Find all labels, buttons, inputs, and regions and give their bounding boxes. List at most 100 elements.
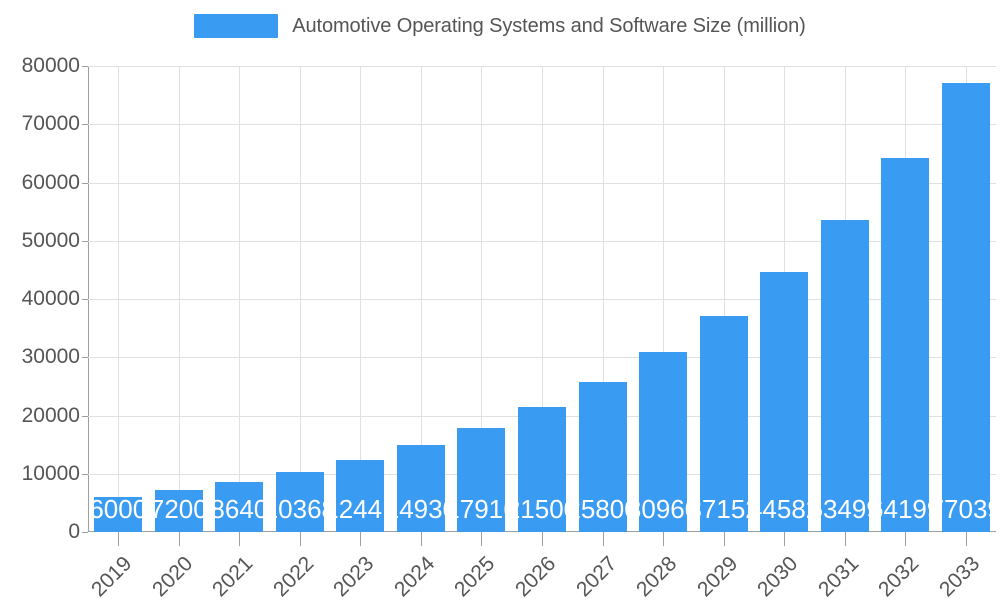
y-tick-label: 70000 (21, 112, 80, 136)
x-tick-label: 2033 (934, 552, 984, 602)
x-tick-mark (300, 532, 301, 546)
bar[interactable]: 8640 (215, 481, 264, 532)
bar-value-label: 77039 (942, 494, 990, 524)
x-tick-mark (239, 532, 240, 546)
bar-value-label: 44582 (760, 494, 808, 524)
x-tick-label: 2019 (87, 552, 137, 602)
y-tick-label: 40000 (21, 287, 80, 310)
bar[interactable]: 77039 (941, 83, 990, 532)
x-gridline (360, 66, 361, 532)
x-tick-label: 2030 (753, 552, 803, 602)
y-tick-mark (82, 357, 88, 359)
bar-value-label: 7200 (154, 494, 203, 524)
bar-group[interactable]: 6000 (94, 66, 143, 532)
bar-value-label: 64199 (881, 494, 929, 524)
x-tick-mark (966, 532, 967, 546)
y-tick-mark (82, 299, 88, 300)
x-gridline (421, 66, 422, 532)
bar-group[interactable]: 44582 (760, 66, 809, 532)
bar[interactable]: 14930 (396, 445, 445, 532)
x-gridline (481, 66, 482, 532)
bar-value-label: 10368 (276, 494, 324, 524)
x-tick-mark (784, 532, 785, 546)
bar-group[interactable]: 17916 (457, 66, 506, 532)
bar-value-label: 53499 (821, 494, 869, 524)
bar-group[interactable]: 21500 (518, 66, 566, 532)
bar[interactable]: 25800 (578, 381, 627, 532)
bar-group[interactable]: 77039 (941, 66, 990, 532)
x-tick-label: 2028 (632, 552, 682, 602)
bar[interactable]: 64199 (881, 158, 930, 532)
bar-group[interactable]: 53499 (820, 66, 869, 532)
y-tick-label: 80000 (21, 54, 80, 77)
plot-area: 0 10000 20000 30000 40000 50000 60000 70000 8000… (22, 54, 996, 601)
x-tick-label: 2026 (510, 552, 561, 602)
y-tick-mark (82, 473, 88, 475)
bar-group[interactable]: 10368 (275, 66, 324, 532)
bar[interactable]: 30960 (639, 351, 688, 532)
x-tick-mark (603, 532, 604, 546)
y-tick-label: 20000 (21, 403, 80, 427)
y-tick-label: 50000 (21, 228, 80, 252)
bar-group[interactable]: 8640 (215, 66, 264, 532)
bar[interactable]: 6000 (94, 497, 143, 532)
y-tick-label: 10000 (21, 461, 80, 485)
x-gridline (603, 66, 604, 532)
bar-value-label: 25800 (579, 494, 627, 524)
x-gridline (663, 66, 664, 532)
bar-value-label: 6000 (94, 497, 143, 524)
bar[interactable]: 53499 (820, 220, 869, 532)
x-tick-label: 2031 (813, 552, 863, 602)
x-tick-mark (421, 532, 422, 546)
bar-group[interactable]: 37152 (699, 66, 748, 532)
bar-group[interactable]: 64199 (881, 66, 930, 532)
y-tick-mark (82, 66, 88, 67)
bar[interactable]: 12441 (336, 459, 385, 532)
x-tick-mark (845, 532, 846, 546)
y-tick-label: 30000 (21, 345, 80, 369)
bar-value-label: 17916 (457, 494, 505, 524)
x-tick-label: 2032 (874, 552, 924, 602)
y-tick-mark (82, 532, 88, 533)
x-gridline (179, 66, 180, 532)
x-tick-mark (179, 532, 180, 546)
x-tick-label: 2029 (692, 552, 742, 602)
x-gridline (239, 66, 240, 532)
bar-value-label: 12441 (336, 494, 384, 524)
x-tick-label: 2024 (389, 552, 440, 602)
y-tick-mark (82, 415, 88, 417)
bar-group[interactable]: 25800 (578, 66, 627, 532)
bar[interactable]: 10368 (275, 471, 324, 532)
bar[interactable]: 44582 (760, 272, 809, 532)
bar[interactable]: 37152 (699, 315, 748, 532)
y-tick-mark (82, 124, 88, 126)
y-tick-mark (82, 182, 88, 184)
x-tick-mark (360, 532, 361, 546)
bar[interactable]: 17916 (457, 427, 506, 532)
x-tick-mark (663, 532, 664, 546)
x-tick-label: 2021 (208, 552, 258, 602)
y-tick-mark (82, 240, 88, 242)
x-tick-mark (724, 532, 725, 546)
x-gridline (724, 66, 725, 532)
x-tick-label: 2022 (268, 552, 319, 602)
bar[interactable]: 21500 (518, 406, 566, 532)
bar-group[interactable]: 14930 (396, 66, 445, 532)
x-tick-mark (118, 532, 119, 546)
y-tick-label: 0 (68, 520, 80, 543)
x-tick-mark (905, 532, 906, 546)
x-tick-mark (542, 532, 543, 546)
x-tick-label: 2020 (147, 552, 198, 602)
bar-group[interactable]: 12441 (336, 66, 385, 532)
x-tick-label: 2023 (329, 552, 379, 602)
bar[interactable]: 7200 (154, 490, 203, 532)
bar-group[interactable]: 7200 (154, 66, 203, 532)
x-gridline (542, 66, 543, 532)
x-gridline (118, 66, 119, 532)
y-tick-label: 60000 (21, 170, 80, 194)
bar-value-label: 8640 (215, 494, 264, 524)
chart-legend: Automotive Operating Systems and Softwar… (0, 14, 1000, 38)
bar-value-label: 14930 (397, 494, 445, 524)
bar-group[interactable]: 30960 (639, 66, 688, 532)
x-tick-label: 2025 (450, 552, 500, 602)
